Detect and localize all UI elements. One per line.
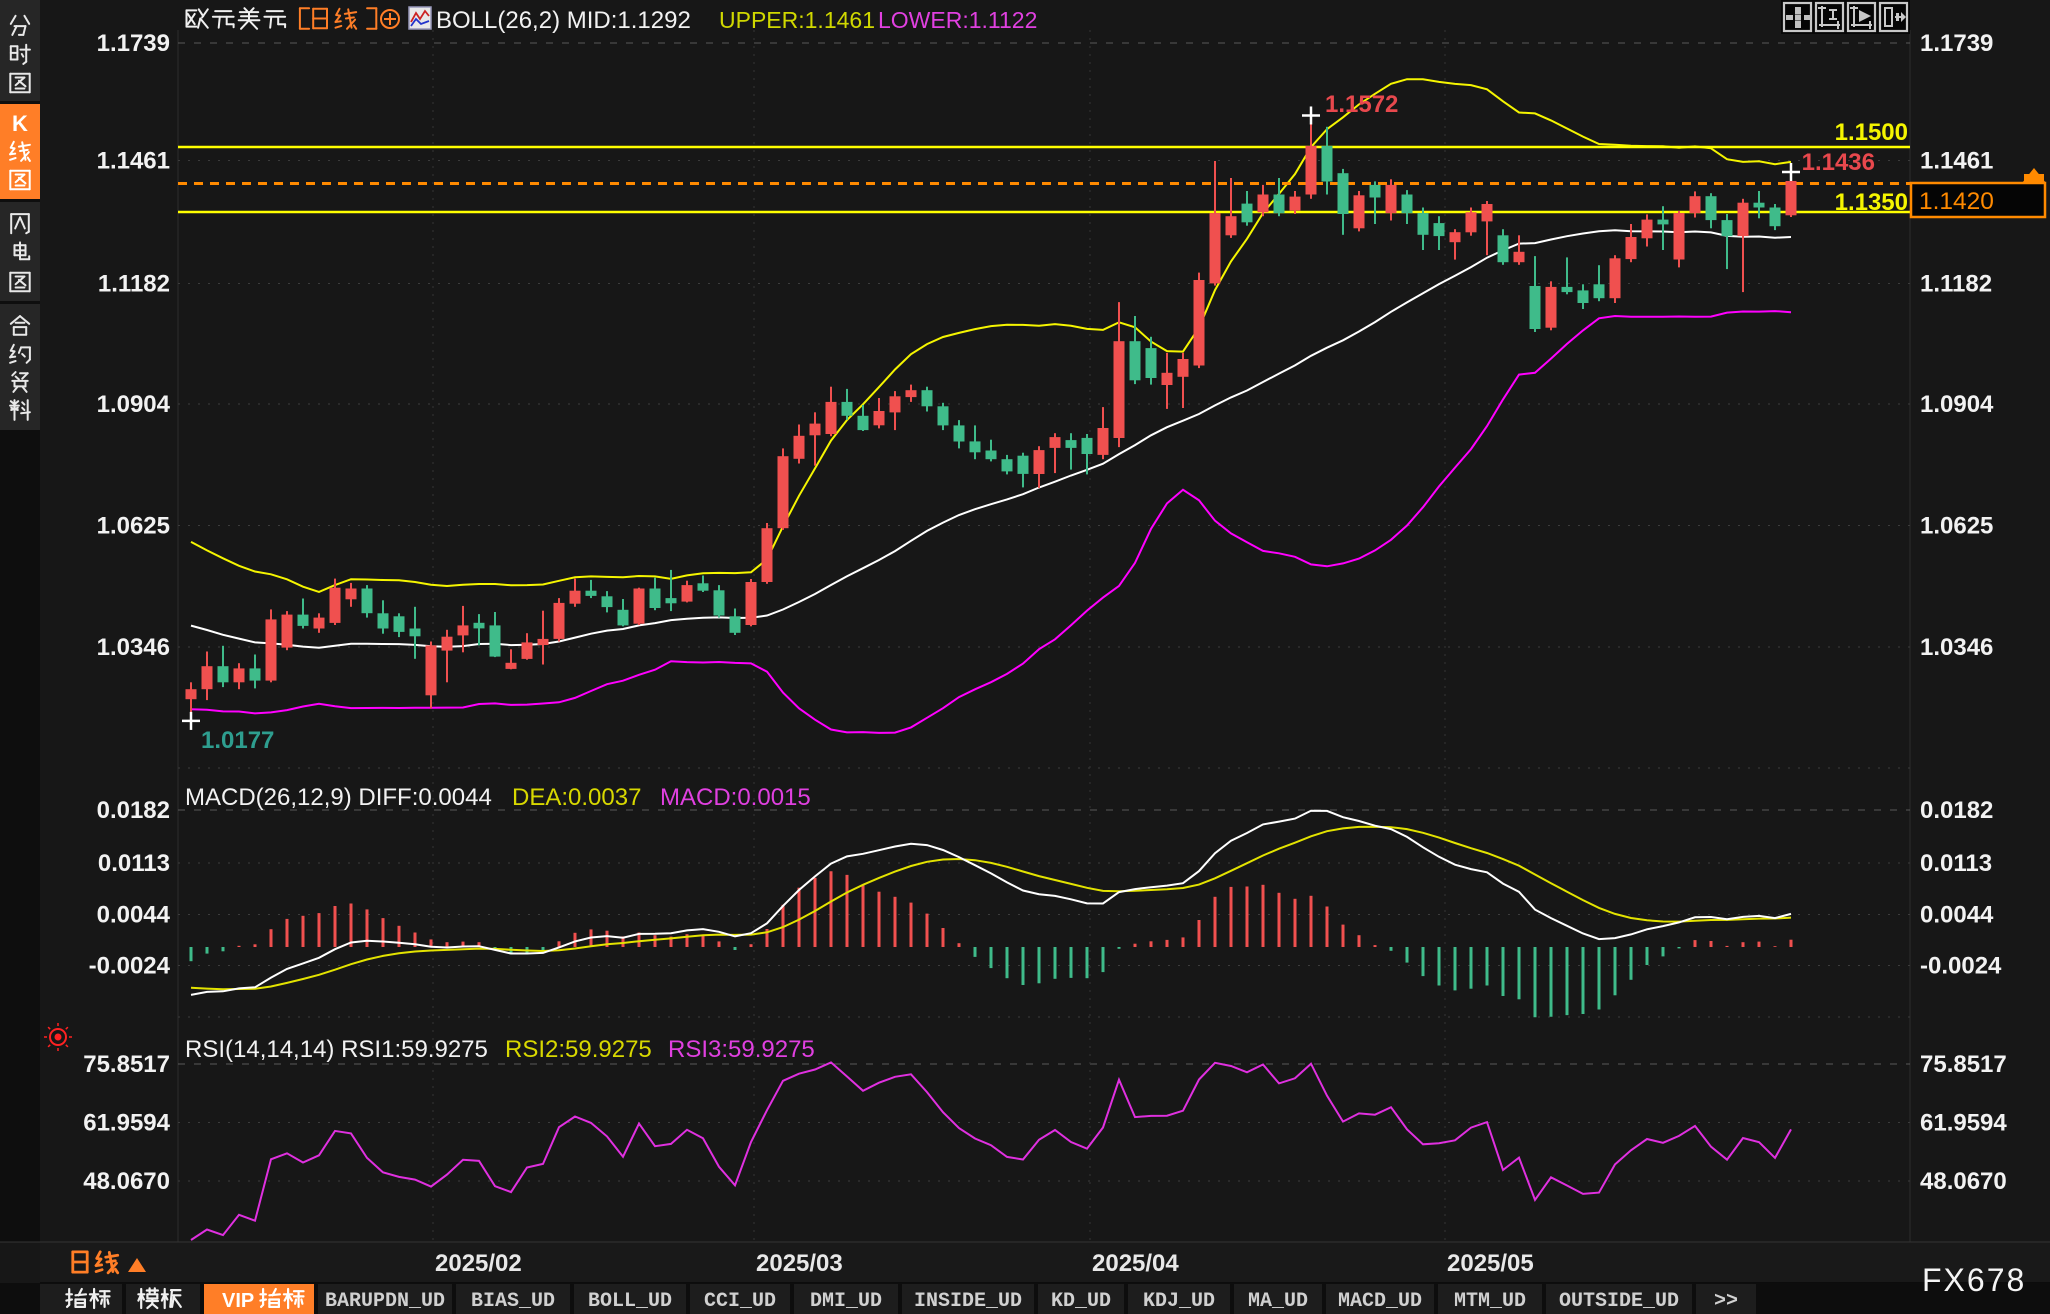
svg-text:75.8517: 75.8517: [1920, 1051, 2007, 1078]
svg-text:75.8517: 75.8517: [83, 1051, 170, 1078]
svg-text:2025/03: 2025/03: [756, 1250, 843, 1277]
svg-text:-0.0024: -0.0024: [1920, 953, 2002, 980]
svg-text:1.1420: 1.1420: [1919, 188, 1994, 215]
svg-text:1.0625: 1.0625: [1920, 513, 1993, 540]
svg-text:1.0177: 1.0177: [201, 727, 274, 754]
svg-text:VIP: VIP: [222, 1290, 254, 1312]
svg-text:DEA:0.0037: DEA:0.0037: [512, 784, 641, 811]
svg-text:1.0904: 1.0904: [1920, 391, 1994, 418]
svg-text:CCI_UD: CCI_UD: [704, 1290, 776, 1313]
svg-text:1.1500: 1.1500: [1835, 119, 1908, 146]
svg-text:1.1350: 1.1350: [1835, 189, 1908, 216]
svg-text:48.0670: 48.0670: [1920, 1168, 2007, 1195]
svg-text:0.0044: 0.0044: [97, 902, 171, 929]
svg-text:BIAS_UD: BIAS_UD: [471, 1290, 555, 1313]
svg-text:1.0346: 1.0346: [97, 634, 170, 661]
svg-text:INSIDE_UD: INSIDE_UD: [914, 1290, 1022, 1313]
svg-text:1.0346: 1.0346: [1920, 634, 1993, 661]
svg-text:0.0113: 0.0113: [98, 850, 170, 877]
svg-text:RSI3:59.9275: RSI3:59.9275: [668, 1036, 815, 1063]
svg-text:DMI_UD: DMI_UD: [810, 1290, 882, 1313]
svg-text:1.0625: 1.0625: [97, 513, 170, 540]
svg-text:2025/04: 2025/04: [1092, 1250, 1179, 1277]
svg-text:K: K: [12, 111, 28, 136]
svg-text:FX678: FX678: [1922, 1262, 2026, 1298]
svg-text:2025/05: 2025/05: [1447, 1250, 1534, 1277]
svg-text:MACD(26,12,9) DIFF:0.0044: MACD(26,12,9) DIFF:0.0044: [185, 784, 492, 811]
svg-text:BARUPDN_UD: BARUPDN_UD: [325, 1290, 445, 1313]
svg-text:BOLL_UD: BOLL_UD: [588, 1290, 672, 1313]
svg-text:1.0904: 1.0904: [97, 391, 171, 418]
svg-text:KD_UD: KD_UD: [1051, 1290, 1111, 1313]
svg-text:UPPER:1.1461: UPPER:1.1461: [719, 7, 875, 33]
svg-text:MACD:0.0015: MACD:0.0015: [660, 784, 811, 811]
svg-text:LOWER:1.1122: LOWER:1.1122: [878, 7, 1037, 33]
svg-text:1.1461: 1.1461: [97, 148, 170, 175]
svg-text:OUTSIDE_UD: OUTSIDE_UD: [1559, 1290, 1679, 1313]
svg-text:0.0113: 0.0113: [1920, 850, 1992, 877]
svg-text:1.1739: 1.1739: [97, 30, 170, 57]
svg-text:2025/02: 2025/02: [435, 1250, 522, 1277]
svg-text:1.1182: 1.1182: [98, 271, 170, 298]
svg-text:KDJ_UD: KDJ_UD: [1143, 1290, 1215, 1313]
svg-text:MACD_UD: MACD_UD: [1338, 1290, 1422, 1313]
svg-text:BOLL(26,2) MID:1.1292: BOLL(26,2) MID:1.1292: [436, 7, 691, 34]
svg-text:61.9594: 61.9594: [83, 1110, 170, 1137]
svg-text:1.1182: 1.1182: [1920, 271, 1992, 298]
svg-text:48.0670: 48.0670: [83, 1168, 170, 1195]
svg-text:1.1461: 1.1461: [1920, 148, 1993, 175]
svg-text:-0.0024: -0.0024: [89, 953, 171, 980]
svg-text:RSI2:59.9275: RSI2:59.9275: [505, 1036, 652, 1063]
svg-text:RSI(14,14,14) RSI1:59.9275: RSI(14,14,14) RSI1:59.9275: [185, 1036, 488, 1063]
svg-text:1.1572: 1.1572: [1325, 91, 1398, 118]
svg-text:61.9594: 61.9594: [1920, 1110, 2007, 1137]
svg-text:MA_UD: MA_UD: [1248, 1290, 1308, 1313]
svg-text:0.0044: 0.0044: [1920, 902, 1994, 929]
svg-text:MTM_UD: MTM_UD: [1454, 1290, 1526, 1313]
svg-text:>>: >>: [1714, 1290, 1738, 1313]
svg-text:0.0182: 0.0182: [97, 797, 170, 824]
svg-text:1.1739: 1.1739: [1920, 30, 1993, 57]
svg-text:0.0182: 0.0182: [1920, 797, 1993, 824]
svg-text:1.1436: 1.1436: [1802, 149, 1875, 176]
